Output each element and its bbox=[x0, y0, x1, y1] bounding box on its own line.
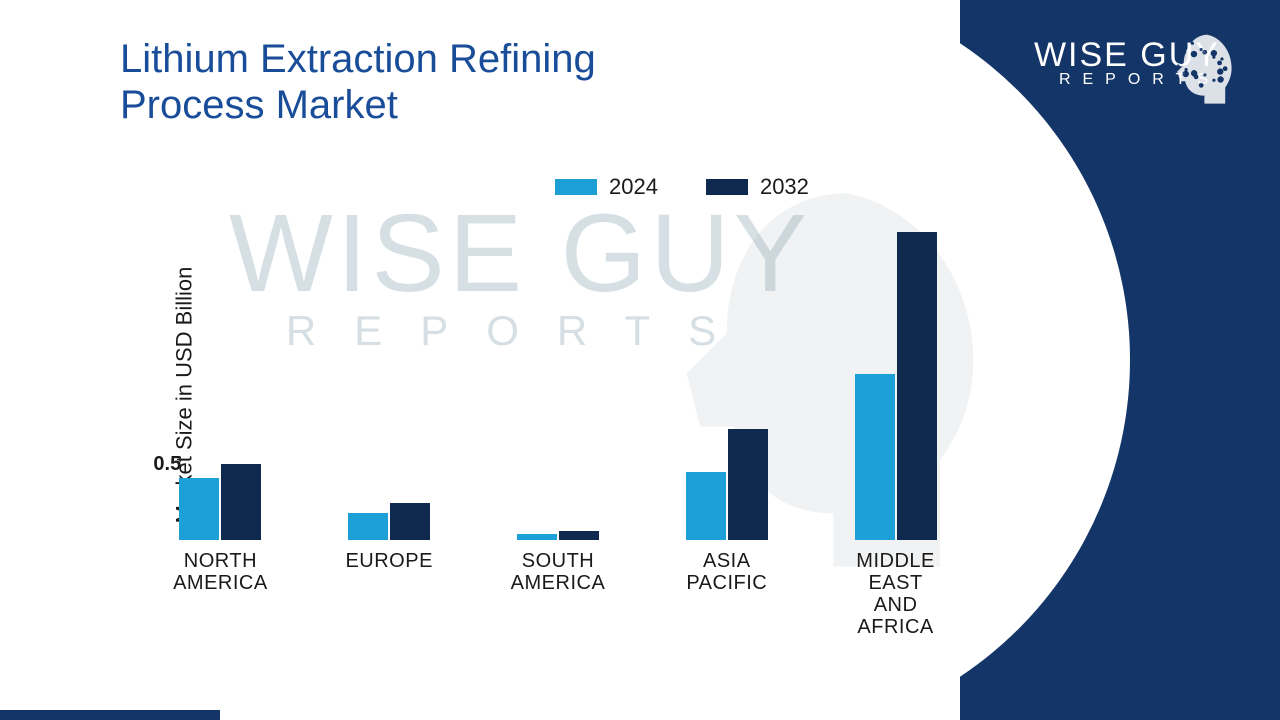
x-axis-label: ASIAPACIFIC bbox=[652, 546, 802, 630]
brand-logo: WISE GUY REPORTS bbox=[980, 36, 1220, 89]
bar-group bbox=[483, 531, 633, 540]
bar bbox=[179, 478, 219, 540]
bar bbox=[897, 232, 937, 540]
x-axis-label: NORTHAMERICA bbox=[145, 546, 295, 630]
chart-title: Lithium Extraction Refining Process Mark… bbox=[120, 36, 720, 128]
legend-label: 2024 bbox=[609, 174, 658, 200]
bar bbox=[348, 513, 388, 540]
bottom-accent-bar bbox=[0, 710, 220, 720]
bar-group: 0.5 bbox=[145, 464, 295, 540]
chart: Market Size in USD Billion0.5NORTHAMERIC… bbox=[100, 160, 980, 630]
bar-group bbox=[821, 232, 971, 540]
bar-group bbox=[314, 503, 464, 540]
plot-area: 0.5 bbox=[136, 220, 980, 540]
brand-head-icon bbox=[1158, 30, 1238, 110]
bar-group bbox=[652, 429, 802, 540]
x-axis-labels: NORTHAMERICAEUROPESOUTHAMERICAASIAPACIFI… bbox=[136, 546, 980, 630]
bar bbox=[221, 464, 261, 540]
bar bbox=[728, 429, 768, 540]
legend-swatch bbox=[706, 179, 748, 195]
bar bbox=[559, 531, 599, 540]
legend: 2024 2032 bbox=[555, 174, 809, 200]
bar bbox=[517, 534, 557, 540]
legend-item: 2032 bbox=[706, 174, 809, 200]
bar-value-label: 0.5 bbox=[153, 453, 181, 476]
bar bbox=[855, 374, 895, 540]
x-axis-label: MIDDLEEASTANDAFRICA bbox=[821, 546, 971, 630]
bar bbox=[390, 503, 430, 540]
x-axis-label: EUROPE bbox=[314, 546, 464, 630]
legend-label: 2032 bbox=[760, 174, 809, 200]
x-axis-label: SOUTHAMERICA bbox=[483, 546, 633, 630]
canvas: Lithium Extraction Refining Process Mark… bbox=[0, 0, 1280, 720]
legend-swatch bbox=[555, 179, 597, 195]
legend-item: 2024 bbox=[555, 174, 658, 200]
bar bbox=[686, 472, 726, 540]
